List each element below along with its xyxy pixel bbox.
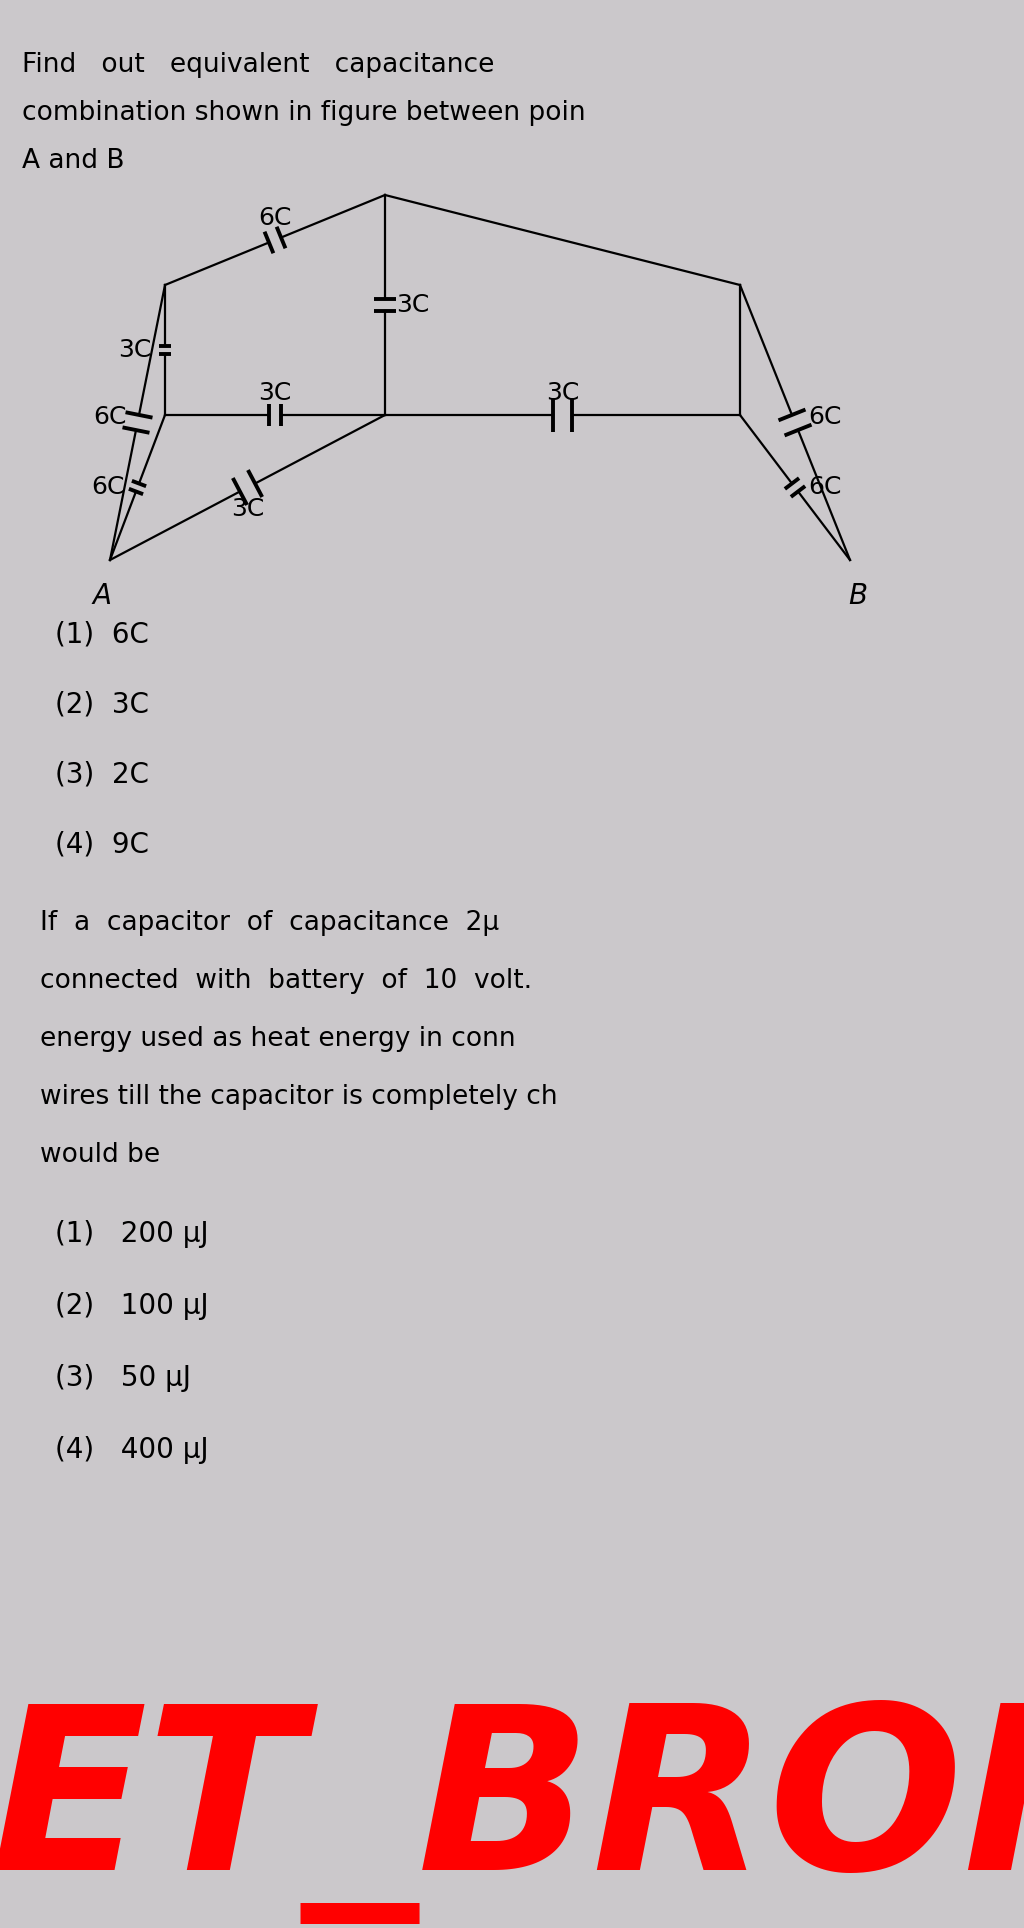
Text: connected  with  battery  of  10  volt.: connected with battery of 10 volt. — [40, 968, 532, 995]
Text: A: A — [92, 582, 112, 609]
Text: 6C: 6C — [258, 206, 292, 229]
Text: (3)   50 μJ: (3) 50 μJ — [55, 1363, 191, 1392]
Text: 3C: 3C — [546, 382, 580, 405]
Text: would be: would be — [40, 1141, 160, 1168]
Text: 3C: 3C — [396, 293, 430, 316]
Text: If  a  capacitor  of  capacitance  2μ: If a capacitor of capacitance 2μ — [40, 910, 499, 935]
Text: A and B: A and B — [22, 148, 125, 174]
Text: (1)   200 μJ: (1) 200 μJ — [55, 1220, 209, 1247]
Text: (3)  2C: (3) 2C — [55, 760, 150, 789]
Text: 6C: 6C — [93, 405, 126, 430]
Text: 3C: 3C — [230, 497, 264, 521]
Text: (2)  3C: (2) 3C — [55, 690, 150, 717]
Text: 3C: 3C — [258, 382, 292, 405]
Text: ET_BROK: ET_BROK — [0, 1700, 1024, 1924]
Text: 6C: 6C — [808, 476, 842, 499]
Text: B: B — [849, 582, 867, 609]
Text: 6C: 6C — [808, 405, 842, 430]
Text: (2)   100 μJ: (2) 100 μJ — [55, 1292, 209, 1321]
Text: (1)  6C: (1) 6C — [55, 621, 148, 648]
Text: (4)   400 μJ: (4) 400 μJ — [55, 1436, 209, 1463]
Text: Find   out   equivalent   capacitance: Find out equivalent capacitance — [22, 52, 511, 77]
Text: energy used as heat energy in conn: energy used as heat energy in conn — [40, 1026, 516, 1053]
Text: wires till the capacitor is completely ch: wires till the capacitor is completely c… — [40, 1084, 558, 1111]
Text: 6C: 6C — [91, 476, 124, 499]
Text: combination shown in figure between poin: combination shown in figure between poin — [22, 100, 586, 125]
Text: (4)  9C: (4) 9C — [55, 829, 150, 858]
Text: 3C: 3C — [119, 337, 152, 362]
